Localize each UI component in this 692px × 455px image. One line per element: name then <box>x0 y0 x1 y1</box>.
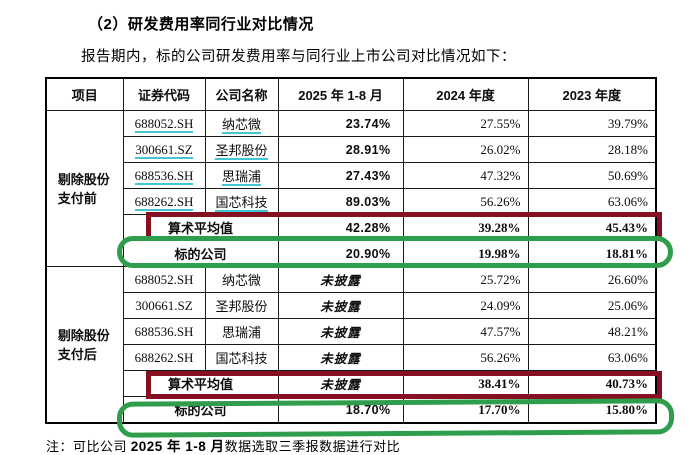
value-2025-undisclosed: 未披露 <box>277 344 404 371</box>
value-2025: 89.03% <box>277 188 404 215</box>
value-2023: 45.43% <box>527 214 657 241</box>
table-row: 剔除股份支付后 688052.SH 纳芯微 未披露 25.72% 26.60% <box>45 266 657 424</box>
value-2025-undisclosed: 未披露 <box>277 318 404 345</box>
table-row-target: 标的公司 18.70% 17.70% 15.80% <box>46 396 657 424</box>
table-row: 688262.SH 国芯科技 89.03% 56.26% 63.06% <box>46 188 657 215</box>
value-2024: 19.98% <box>402 240 529 267</box>
stock-code-link[interactable]: 300661.SZ <box>135 141 193 159</box>
value-2025: 28.91% <box>277 136 404 163</box>
company-name-cell: 思瑞浦 <box>204 318 279 345</box>
table-row-average: 算术平均值 42.28% 39.28% 45.43% <box>46 214 657 241</box>
column-header-stock-code: 证券代码 <box>122 77 206 111</box>
value-2023: 28.18% <box>527 136 657 163</box>
company-name-link[interactable]: 圣邦股份 <box>215 143 268 160</box>
company-name-cell: 圣邦股份 <box>204 136 279 163</box>
value-2024: 26.02% <box>402 136 529 163</box>
stock-code-cell: 688262.SH <box>122 344 206 371</box>
value-2024: 56.26% <box>402 188 529 215</box>
table-row-average: 算术平均值 未披露 38.41% 40.73% <box>46 370 657 397</box>
value-2023: 25.06% <box>527 292 657 319</box>
value-2024: 25.72% <box>402 266 529 293</box>
value-2025-undisclosed: 未披露 <box>277 292 404 319</box>
stock-code-cell: 300661.SZ <box>122 136 206 163</box>
stock-code-cell: 688262.SH <box>122 188 206 215</box>
column-header-2024: 2024 年度 <box>402 77 529 111</box>
table-row: 300661.SZ 圣邦股份 28.91% 26.02% 28.18% <box>46 136 657 163</box>
value-2023: 40.73% <box>527 370 657 397</box>
value-2024: 17.70% <box>402 396 529 424</box>
footnote-suffix: 数据选取三季报数据进行对比 <box>224 439 401 454</box>
target-company-label: 标的公司 <box>122 396 279 424</box>
stock-code-cell: 688052.SH <box>122 266 206 293</box>
value-2024: 47.32% <box>402 162 529 189</box>
company-name-cell: 国芯科技 <box>204 344 279 371</box>
value-2024: 39.28% <box>402 214 529 241</box>
value-2023: 26.60% <box>527 266 657 293</box>
average-label: 算术平均值 <box>122 370 279 397</box>
value-2025: 18.70% <box>277 396 404 424</box>
footnote: 注：可比公司 2025 年 1-8 月数据选取三季报数据进行对比 <box>46 435 400 455</box>
value-2023: 50.69% <box>527 162 657 189</box>
value-2023: 15.80% <box>527 396 657 424</box>
value-2024: 38.41% <box>402 370 529 397</box>
company-name-cell: 纳芯微 <box>204 110 279 137</box>
column-header-2025: 2025 年 1-8 月 <box>277 77 404 111</box>
value-2023: 18.81% <box>527 240 657 267</box>
value-2024: 56.26% <box>402 344 529 371</box>
table-row: 剔除股份支付前 688052.SH 纳芯微 23.74% 27.55% 39.7… <box>45 110 657 267</box>
table-row-target: 标的公司 20.90% 19.98% 18.81% <box>46 240 657 267</box>
value-2025: 27.43% <box>277 162 404 189</box>
group-label-after: 剔除股份支付后 <box>45 266 124 424</box>
company-name-cell: 思瑞浦 <box>204 162 279 189</box>
value-2023: 39.79% <box>527 110 657 137</box>
company-name-cell: 圣邦股份 <box>204 292 279 319</box>
rd-expense-comparison-table: 项目 证券代码 公司名称 2025 年 1-8 月 2024 年度 2023 年… <box>45 77 657 424</box>
value-2025: 23.74% <box>277 110 404 137</box>
stock-code-cell: 688536.SH <box>122 318 206 345</box>
stock-code-cell: 300661.SZ <box>122 292 206 319</box>
footnote-bold-period: 2025 年 1-8 月 <box>130 439 225 454</box>
value-2024: 47.57% <box>402 318 529 345</box>
company-name-link[interactable]: 国芯科技 <box>215 195 268 212</box>
company-name-link[interactable]: 纳芯微 <box>221 117 261 134</box>
company-name-link[interactable]: 思瑞浦 <box>221 169 261 186</box>
stock-code-cell: 688052.SH <box>122 110 206 137</box>
stock-code-cell: 688536.SH <box>122 162 206 189</box>
value-2023: 48.21% <box>527 318 657 345</box>
average-label: 算术平均值 <box>122 214 279 241</box>
stock-code-link[interactable]: 688262.SH <box>134 193 194 211</box>
value-2023: 63.06% <box>527 188 657 215</box>
table-row: 300661.SZ 圣邦股份 未披露 24.09% 25.06% <box>46 292 657 319</box>
section-title: （2）研发费用率同行业对比情况 <box>88 16 314 33</box>
value-2025: 20.90% <box>277 240 404 267</box>
company-name-cell: 国芯科技 <box>204 188 279 215</box>
stock-code-link[interactable]: 688536.SH <box>134 167 194 185</box>
table-row: 688536.SH 思瑞浦 未披露 47.57% 48.21% <box>46 318 657 345</box>
value-2025-undisclosed: 未披露 <box>277 266 404 293</box>
value-2025: 42.28% <box>277 214 404 241</box>
table-row: 688536.SH 思瑞浦 27.43% 47.32% 50.69% <box>46 162 657 189</box>
value-2025-undisclosed: 未披露 <box>277 370 404 397</box>
column-header-company-name: 公司名称 <box>204 77 279 111</box>
value-2024: 24.09% <box>402 292 529 319</box>
target-company-label: 标的公司 <box>122 240 279 267</box>
footnote-prefix: 注：可比公司 <box>46 439 131 454</box>
column-header-2023: 2023 年度 <box>527 77 657 111</box>
table-header-row: 项目 证券代码 公司名称 2025 年 1-8 月 2024 年度 2023 年… <box>45 77 657 111</box>
intro-paragraph: 报告期内，标的公司研发费用率与同行业上市公司对比情况如下： <box>81 49 516 65</box>
company-name-cell: 纳芯微 <box>204 266 279 293</box>
value-2023: 63.06% <box>527 344 657 371</box>
table-row: 688262.SH 国芯科技 未披露 56.26% 63.06% <box>46 344 657 371</box>
group-label-before: 剔除股份支付前 <box>45 110 124 267</box>
stock-code-link[interactable]: 688052.SH <box>134 115 194 133</box>
column-header-item: 项目 <box>45 77 124 111</box>
value-2024: 27.55% <box>402 110 529 137</box>
